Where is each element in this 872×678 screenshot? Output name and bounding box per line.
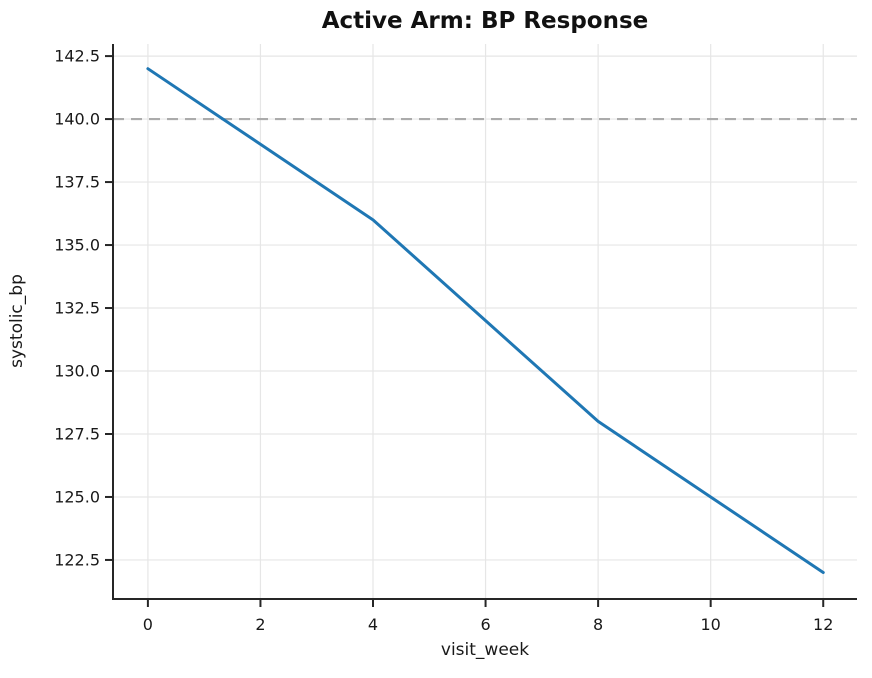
series-line-group bbox=[146, 67, 825, 575]
y-tick-label: 140.0 bbox=[54, 110, 100, 129]
x-tick-label: 6 bbox=[480, 615, 490, 634]
y-tick-label: 130.0 bbox=[54, 362, 100, 381]
y-axis-label: systolic_bp bbox=[7, 274, 27, 368]
y-tick-label: 132.5 bbox=[54, 299, 100, 318]
axes-spines bbox=[112, 44, 857, 600]
y-tick-label: 125.0 bbox=[54, 487, 100, 506]
axis-ticks bbox=[105, 55, 825, 607]
y-tick-label: 137.5 bbox=[54, 173, 100, 192]
x-tick-label: 2 bbox=[255, 615, 265, 634]
y-tick-label: 135.0 bbox=[54, 236, 100, 255]
chart-title: Active Arm: BP Response bbox=[322, 8, 649, 34]
gridlines bbox=[113, 44, 857, 599]
x-tick-label: 8 bbox=[593, 615, 603, 634]
x-axis-label: visit_week bbox=[441, 640, 529, 660]
x-tick-label: 4 bbox=[368, 615, 378, 634]
y-tick-label: 142.5 bbox=[54, 47, 100, 66]
y-tick-label: 127.5 bbox=[54, 424, 100, 443]
bp-response-line bbox=[146, 67, 825, 575]
x-tick-label: 0 bbox=[143, 615, 153, 634]
x-tick-label: 10 bbox=[700, 615, 720, 634]
tick-labels: 122.5 125.0 127.5 130.0 132.5 135.0 137.5 140.0… bbox=[54, 47, 833, 634]
y-tick-label: 122.5 bbox=[54, 550, 100, 569]
x-tick-label: 12 bbox=[813, 615, 833, 634]
